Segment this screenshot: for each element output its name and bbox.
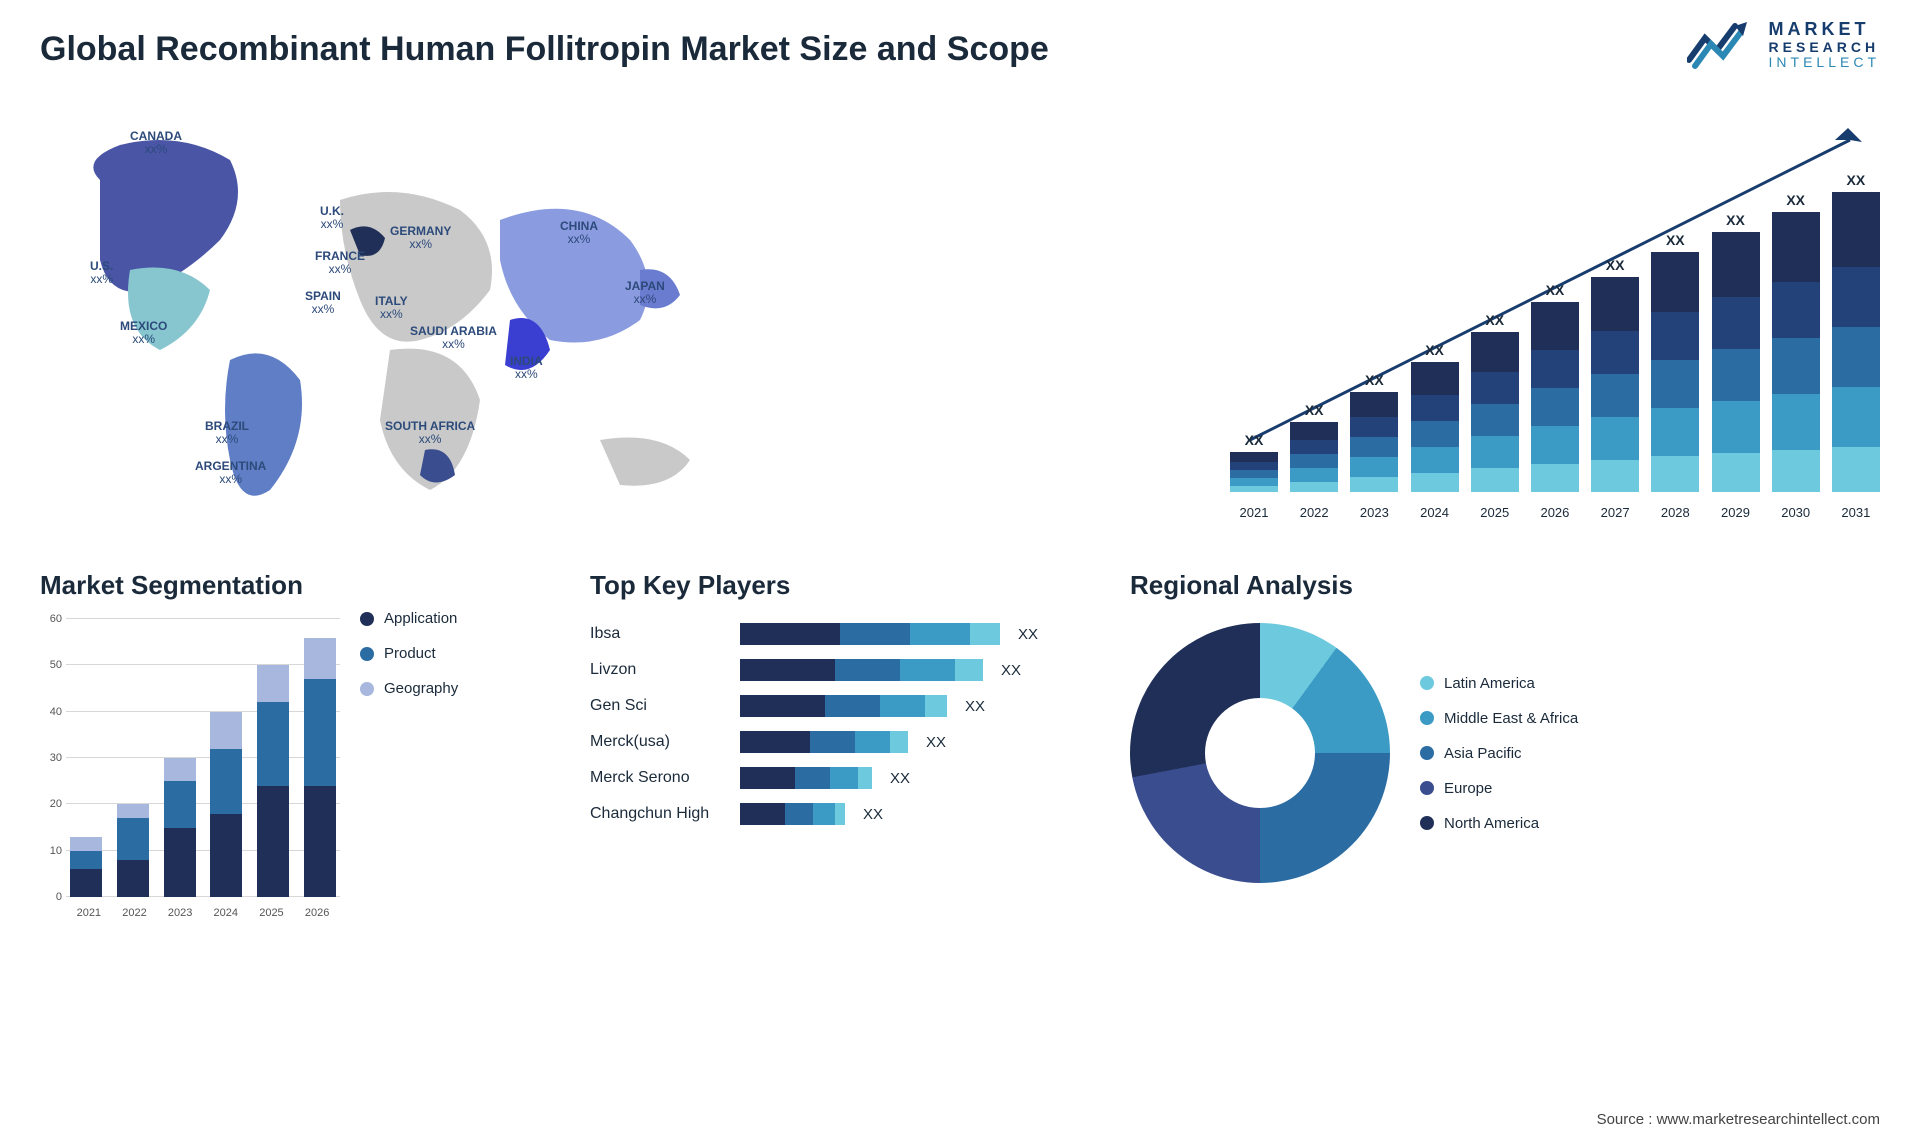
seg-bar-2026	[304, 638, 336, 897]
growth-bar-2022: XX	[1290, 402, 1338, 492]
growth-bar-2029: XX	[1712, 212, 1760, 492]
source-attribution: Source : www.marketresearchintellect.com	[1597, 1111, 1880, 1128]
growth-xlabel: 2029	[1712, 505, 1760, 520]
regional-legend-item: Latin America	[1420, 675, 1578, 692]
map-label-southafrica: SOUTH AFRICAxx%	[385, 420, 475, 446]
map-label-canada: CANADAxx%	[130, 130, 182, 156]
growth-bar-2026: XX	[1531, 282, 1579, 492]
growth-bar-2027: XX	[1591, 257, 1639, 492]
growth-xlabel: 2031	[1832, 505, 1880, 520]
seg-bar-2023	[164, 758, 196, 897]
map-label-china: CHINAxx%	[560, 220, 598, 246]
regional-legend-item: Europe	[1420, 780, 1578, 797]
growth-xlabel: 2022	[1290, 505, 1338, 520]
regional-section: Regional Analysis Latin America Middle Ea…	[1130, 570, 1660, 883]
regional-donut-chart	[1130, 623, 1390, 883]
growth-xlabel: 2021	[1230, 505, 1278, 520]
map-label-us: U.S.xx%	[90, 260, 113, 286]
player-row: Changchun HighXX	[590, 803, 1070, 825]
seg-bar-2021	[70, 837, 102, 897]
map-label-mexico: MEXICOxx%	[120, 320, 167, 346]
map-label-argentina: ARGENTINAxx%	[195, 460, 266, 486]
growth-bar-chart: XXXXXXXXXXXXXXXXXXXXXX 20212022202320242…	[1230, 120, 1880, 520]
growth-xlabel: 2023	[1350, 505, 1398, 520]
growth-xlabel: 2027	[1591, 505, 1639, 520]
players-section: Top Key Players IbsaXX LivzonXX Gen SciXX M…	[590, 570, 1070, 825]
regional-title: Regional Analysis	[1130, 570, 1660, 601]
regional-legend-item: North America	[1420, 815, 1578, 832]
player-row: Gen SciXX	[590, 695, 1070, 717]
logo-mark-icon	[1687, 20, 1757, 70]
seg-legend-item: Geography	[360, 680, 458, 697]
growth-bar-2028: XX	[1651, 232, 1699, 492]
brand-logo: MARKET RESEARCH INTELLECT	[1687, 20, 1880, 71]
player-row: Merck(usa)XX	[590, 731, 1070, 753]
map-label-brazil: BRAZILxx%	[205, 420, 249, 446]
growth-xlabel: 2028	[1651, 505, 1699, 520]
seg-legend-item: Application	[360, 610, 458, 627]
map-label-spain: SPAINxx%	[305, 290, 341, 316]
growth-bar-2025: XX	[1471, 312, 1519, 492]
map-label-italy: ITALYxx%	[375, 295, 408, 321]
map-label-saudiarabia: SAUDI ARABIAxx%	[410, 325, 497, 351]
map-label-france: FRANCExx%	[315, 250, 365, 276]
seg-bar-2024	[210, 712, 242, 897]
seg-bar-2025	[257, 665, 289, 897]
growth-bar-2030: XX	[1772, 192, 1820, 492]
players-title: Top Key Players	[590, 570, 1070, 601]
logo-text-2: RESEARCH	[1769, 40, 1880, 55]
map-label-uk: U.K.xx%	[320, 205, 344, 231]
map-label-japan: JAPANxx%	[625, 280, 665, 306]
regional-legend: Latin America Middle East & Africa Asia Pa…	[1420, 675, 1578, 832]
segmentation-section: Market Segmentation 0102030405060 202120…	[40, 570, 480, 919]
player-row: LivzonXX	[590, 659, 1070, 681]
regional-legend-item: Asia Pacific	[1420, 745, 1578, 762]
growth-bar-2023: XX	[1350, 372, 1398, 492]
regional-legend-item: Middle East & Africa	[1420, 710, 1578, 727]
growth-xlabel: 2030	[1772, 505, 1820, 520]
logo-text-1: MARKET	[1769, 20, 1880, 40]
page-title: Global Recombinant Human Follitropin Mar…	[40, 30, 1049, 69]
growth-xlabel: 2026	[1531, 505, 1579, 520]
world-map: CANADAxx% U.S.xx% MEXICOxx% BRAZILxx% ARGENT…	[40, 120, 760, 530]
map-label-germany: GERMANYxx%	[390, 225, 451, 251]
map-label-india: INDIAxx%	[510, 355, 543, 381]
seg-legend-item: Product	[360, 645, 458, 662]
segmentation-legend: Application Product Geography	[360, 610, 458, 697]
growth-xlabel: 2025	[1471, 505, 1519, 520]
growth-bar-2031: XX	[1832, 172, 1880, 492]
player-row: Merck SeronoXX	[590, 767, 1070, 789]
logo-text-3: INTELLECT	[1769, 55, 1880, 70]
seg-bar-2022	[117, 804, 149, 897]
growth-xlabel: 2024	[1411, 505, 1459, 520]
growth-bar-2024: XX	[1411, 342, 1459, 492]
player-row: IbsaXX	[590, 623, 1070, 645]
segmentation-chart: 0102030405060 202120222023202420252026	[40, 619, 340, 919]
segmentation-title: Market Segmentation	[40, 570, 480, 601]
growth-bar-2021: XX	[1230, 432, 1278, 492]
